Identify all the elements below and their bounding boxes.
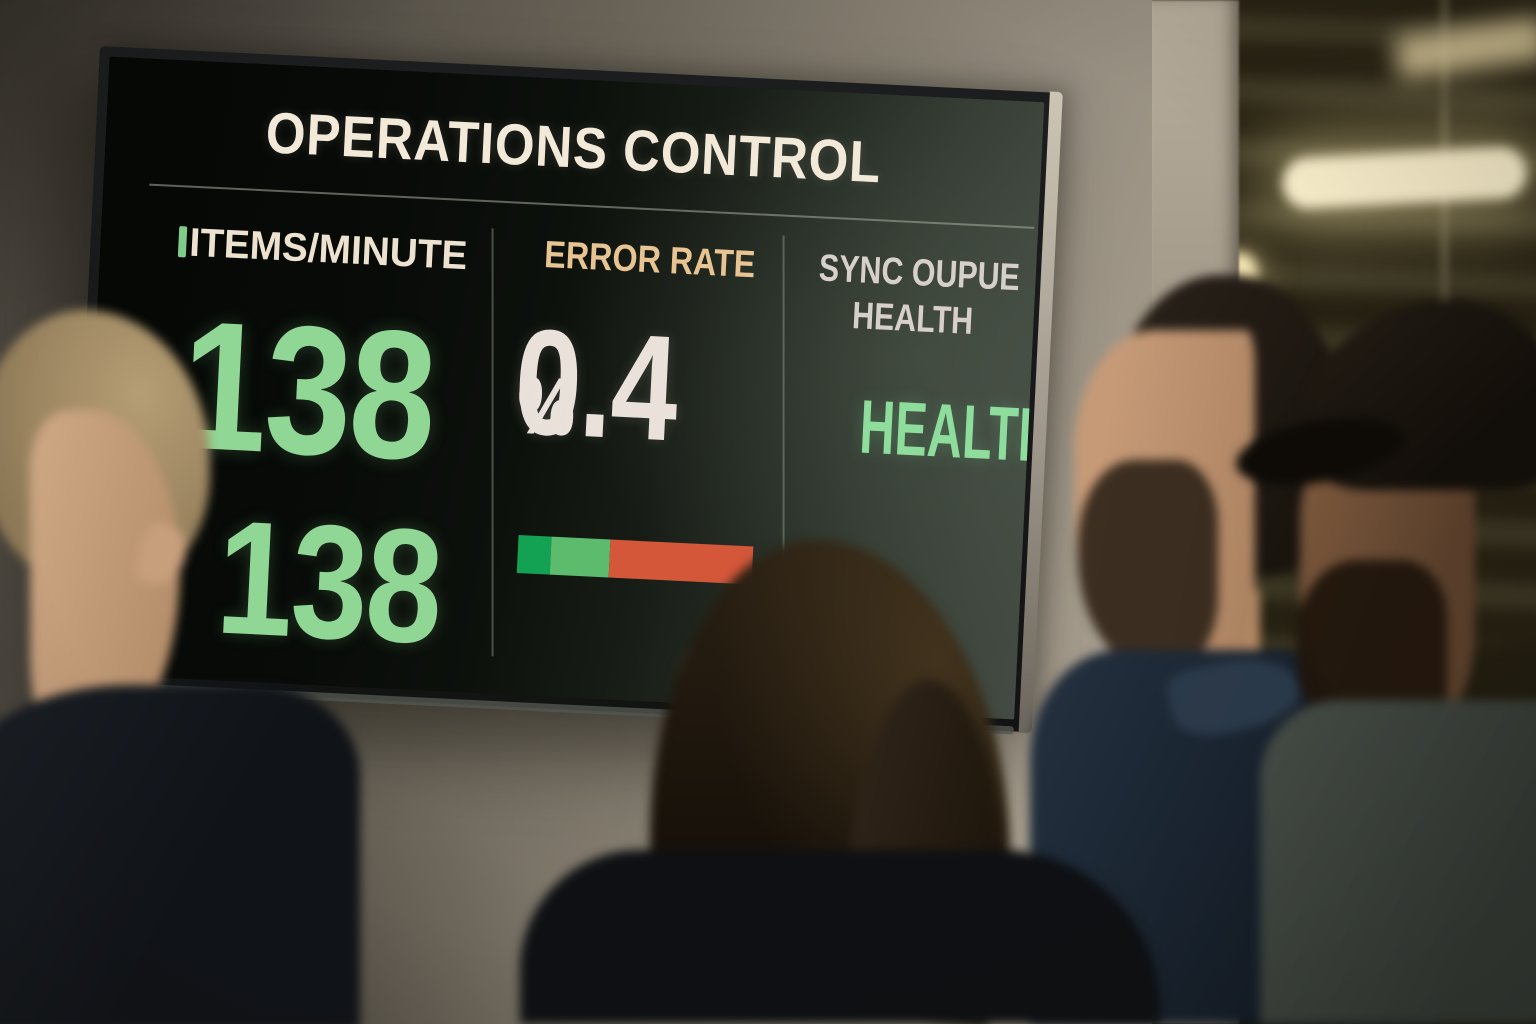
sync-health-label: SYNC OUPUE HEALTH bbox=[817, 247, 1021, 344]
sync-health-status: HEALTHY bbox=[857, 384, 1045, 481]
column-divider-1 bbox=[491, 228, 494, 657]
person-bearded-man-beard bbox=[1078, 460, 1218, 670]
person-blond-man bbox=[0, 290, 380, 1024]
person-cap-man bbox=[1225, 280, 1536, 1024]
person-cap-man-shirt bbox=[1260, 700, 1536, 1024]
person-blond-man-shoulder bbox=[0, 685, 360, 1024]
items-per-minute-label: ITEMS/MINUTE bbox=[177, 220, 477, 279]
error-rate-value: 0.4% bbox=[511, 297, 680, 473]
person-woman bbox=[520, 530, 1160, 1024]
person-woman-shoulders bbox=[520, 850, 1160, 1024]
error-rate-label: ERROR RATE bbox=[543, 233, 757, 287]
items-label-tick bbox=[177, 226, 188, 258]
error-rate-unit: % bbox=[514, 359, 576, 454]
screen-title: OPERATIONS CONTROL bbox=[264, 100, 883, 196]
